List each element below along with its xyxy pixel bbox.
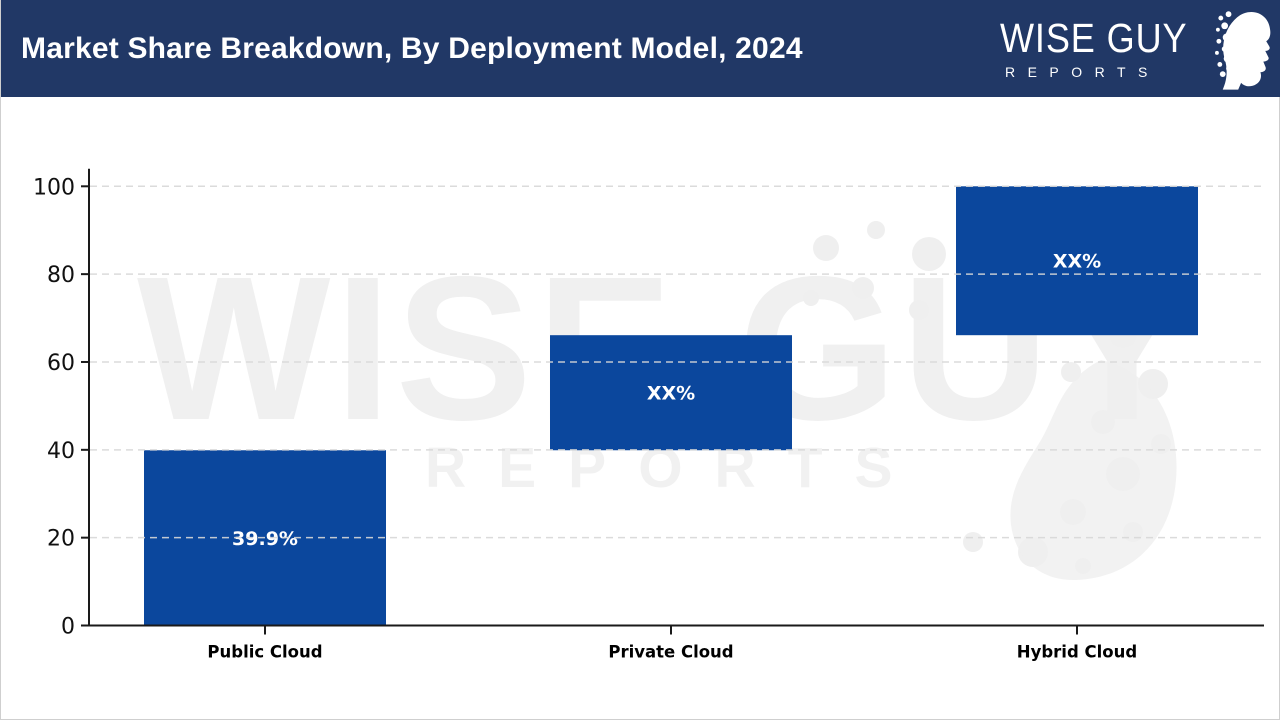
bar-value-label: XX% — [647, 383, 695, 405]
x-tick-label: Private Cloud — [608, 643, 733, 662]
bar-value-label: 39.9% — [232, 528, 298, 550]
x-tick-label: Hybrid Cloud — [1017, 643, 1137, 662]
y-tick-label: 0 — [61, 615, 75, 640]
bar-value-label: XX% — [1053, 251, 1101, 273]
logo-wordmark: WISE GUY — [999, 15, 1188, 61]
logo-subtitle: REPORTS — [1004, 64, 1160, 80]
y-tick-label: 80 — [47, 263, 75, 288]
wiseguy-logo: WISE GUY REPORTS — [1000, 4, 1273, 94]
y-tick-label: 20 — [47, 527, 75, 552]
y-tick-label: 60 — [47, 351, 75, 376]
header-bar: Market Share Breakdown, By Deployment Mo… — [1, 0, 1280, 97]
x-tick-label: Public Cloud — [207, 643, 322, 662]
logo-face-icon — [1215, 11, 1271, 90]
bar — [550, 335, 792, 451]
logo-text: WISE GUY REPORTS — [999, 15, 1213, 81]
bar — [956, 186, 1198, 336]
page-title: Market Share Breakdown, By Deployment Mo… — [21, 31, 803, 65]
y-tick-label: 40 — [47, 439, 75, 464]
y-tick-label: 100 — [33, 175, 75, 200]
